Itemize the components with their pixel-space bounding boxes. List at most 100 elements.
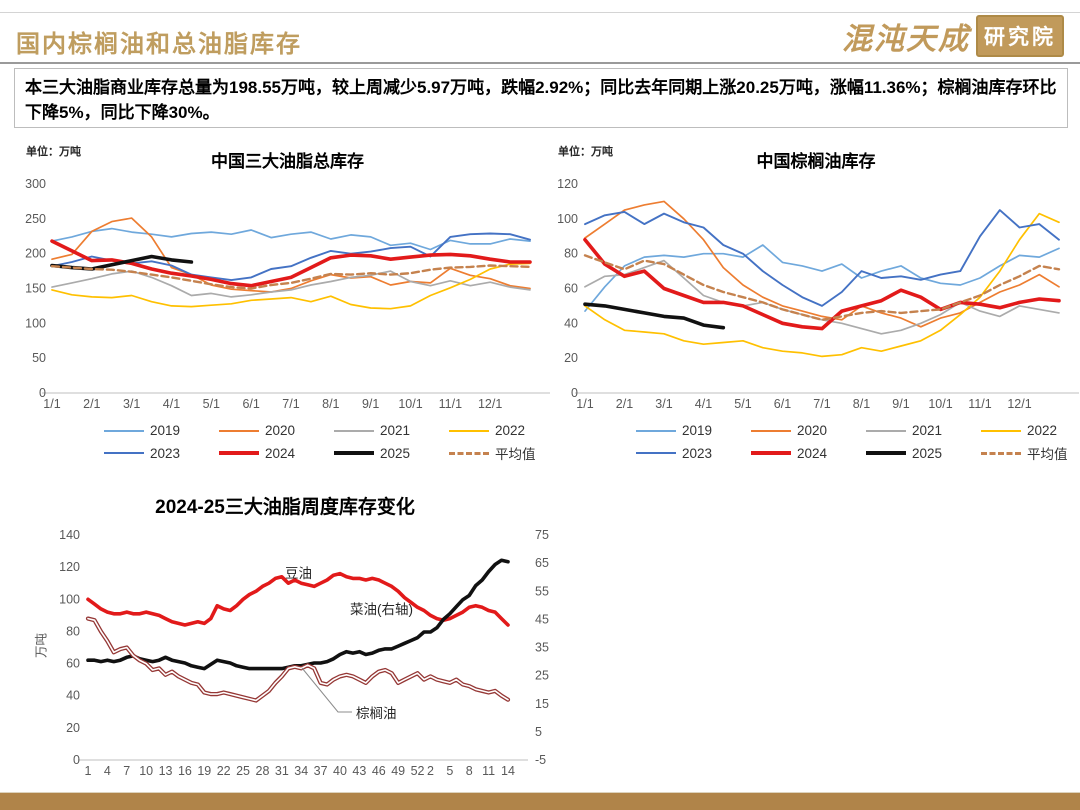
legend-item: 2021	[334, 423, 449, 438]
legend-item: 2022	[449, 423, 564, 438]
legend-swatch	[219, 451, 259, 455]
y-axis-tick-label: 60	[66, 657, 80, 671]
legend-label: 2020	[265, 423, 296, 438]
x-axis-tick-label: 4/1	[695, 397, 712, 411]
y-axis-right-tick-label: 5	[535, 725, 542, 739]
chart-title-weekly-change: 2024-25三大油脂周度库存变化	[155, 497, 415, 518]
y-axis-tick-label: 40	[66, 689, 80, 703]
x-axis-tick-label: 7/1	[282, 397, 299, 411]
series-line-core-棕榈油	[87, 617, 509, 702]
logo-calligraphy: 混沌天成	[842, 22, 970, 57]
footer-bar	[0, 792, 1080, 810]
series-line-平均值	[50, 264, 532, 290]
x-axis-tick-label: 1	[85, 764, 92, 778]
y-axis-tick-label: 0	[571, 386, 578, 400]
legend-item: 2020	[219, 423, 334, 438]
series-line-平均值	[583, 254, 1061, 322]
x-axis-tick-label: 6/1	[774, 397, 791, 411]
x-axis-tick-label: 11/1	[439, 397, 462, 411]
x-axis-tick-label: 9/1	[892, 397, 909, 411]
series-line-2025	[583, 302, 726, 330]
y-axis-tick-label: 20	[564, 351, 578, 365]
series-line-2024	[50, 239, 532, 288]
y-axis-right-tick-label: -5	[535, 753, 546, 767]
chart-weekly-inventory-change: 2024-25三大油脂周度库存变化 万吨 140 120 100 80 60 40 20 0 7…	[30, 488, 570, 790]
x-axis-tick-label: 1/1	[576, 397, 593, 411]
legend-swatch	[219, 429, 259, 432]
legend-swatch	[636, 429, 676, 432]
series-line-2022	[584, 212, 1060, 358]
legend-swatch	[866, 451, 906, 455]
x-axis-tick-label: 14	[501, 764, 515, 778]
series-line-2024	[583, 237, 1061, 331]
x-axis-tick-label: 8/1	[853, 397, 870, 411]
y-axis-tick-label: 100	[59, 592, 80, 606]
legend-item: 2023	[104, 443, 219, 463]
annotation-label: 豆油	[285, 566, 312, 581]
x-axis-tick-label: 43	[352, 764, 366, 778]
series-line-豆油	[86, 571, 510, 627]
legend-label: 2025	[380, 445, 411, 461]
legend-swatch	[449, 451, 489, 455]
y-axis-right-tick-label: 15	[535, 697, 549, 711]
x-axis-tick-label: 9/1	[362, 397, 379, 411]
legend-swatch	[334, 429, 374, 432]
legend-swatch	[636, 452, 676, 454]
series-line-2019	[51, 227, 531, 251]
chart-title-total-oils: 中国三大油脂总库存	[211, 152, 364, 171]
y-axis-tick-label: 0	[39, 386, 46, 400]
series-line-2023	[584, 209, 1060, 307]
x-axis-tick-label: 7/1	[813, 397, 830, 411]
logo-seal: 研究院	[976, 15, 1064, 57]
x-axis-tick-label: 10/1	[398, 397, 422, 411]
page-title: 国内棕榈油和总油脂库存	[16, 29, 302, 58]
x-axis-tick-label: 25	[236, 764, 250, 778]
x-axis-tick-label: 11/1	[968, 397, 991, 411]
series-line-2022	[51, 262, 531, 310]
legend-label: 2022	[1027, 423, 1058, 438]
legend-swatch	[981, 451, 1021, 455]
legend-palm-oil: 2019 2020 2021 2022 2023 2024 2025 平均值	[636, 423, 1080, 463]
plot-area-palm-oil: 120 100 80 60 40 20 01/1 2/1 3/1 4/1 5/1 6/1 7/1 8/1 9…	[557, 177, 1079, 411]
legend-label: 2019	[682, 423, 713, 438]
legend-label: 2021	[912, 423, 943, 438]
legend-item: 2021	[866, 423, 981, 438]
legend-row: 2019 2020 2021 2022	[636, 423, 1080, 438]
y-axis-right-tick-label: 45	[535, 612, 549, 626]
legend-item: 2025	[334, 443, 449, 463]
y-axis-right-tick-label: 25	[535, 669, 549, 683]
y-axis-tick-label: 80	[564, 247, 578, 261]
legend-item: 2022	[981, 423, 1080, 438]
y-axis-right-tick-label: 65	[535, 556, 549, 570]
x-axis-tick-label: 12/1	[478, 397, 502, 411]
legend-label: 2023	[150, 445, 181, 461]
legend-total-oils: 2019 2020 2021 2022 2023 2024 2025 平均值	[104, 423, 564, 463]
y-axis-tick-label: 100	[25, 316, 46, 330]
unit-label: 单位：万吨	[26, 145, 81, 158]
series-line-2021	[584, 259, 1060, 335]
legend-swatch	[104, 452, 144, 454]
x-axis-tick-label: 10	[139, 764, 153, 778]
legend-swatch	[981, 429, 1021, 432]
annotation-label: 棕榈油	[356, 706, 397, 721]
series-line-2019	[584, 244, 1060, 312]
series-line-2023	[51, 232, 531, 282]
x-axis-tick-label: 40	[333, 764, 347, 778]
legend-item: 2024	[751, 443, 866, 463]
unit-label: 单位：万吨	[558, 145, 613, 158]
x-axis-tick-label: 4	[104, 764, 111, 778]
legend-item: 2020	[751, 423, 866, 438]
x-axis-tick-label: 16	[178, 764, 192, 778]
x-axis-tick-label: 49	[391, 764, 405, 778]
x-axis-tick-label: 3/1	[123, 397, 140, 411]
legend-row: 2023 2024 2025 平均值	[104, 443, 564, 463]
plot-area-total-oils: 300 250 200 150 100 50 01/1 2/1 3/1 4/1 5/1 6/1 7/1 8…	[25, 177, 550, 411]
x-axis-tick-label: 4/1	[163, 397, 180, 411]
legend-label: 2019	[150, 423, 181, 438]
y-axis-tick-label: 50	[32, 351, 46, 365]
x-axis-tick-label: 46	[372, 764, 386, 778]
y-axis-tick-label: 80	[66, 624, 80, 638]
x-axis-tick-label: 34	[294, 764, 308, 778]
y-axis-tick-label: 140	[59, 528, 80, 542]
x-axis-tick-label: 5/1	[203, 397, 220, 411]
